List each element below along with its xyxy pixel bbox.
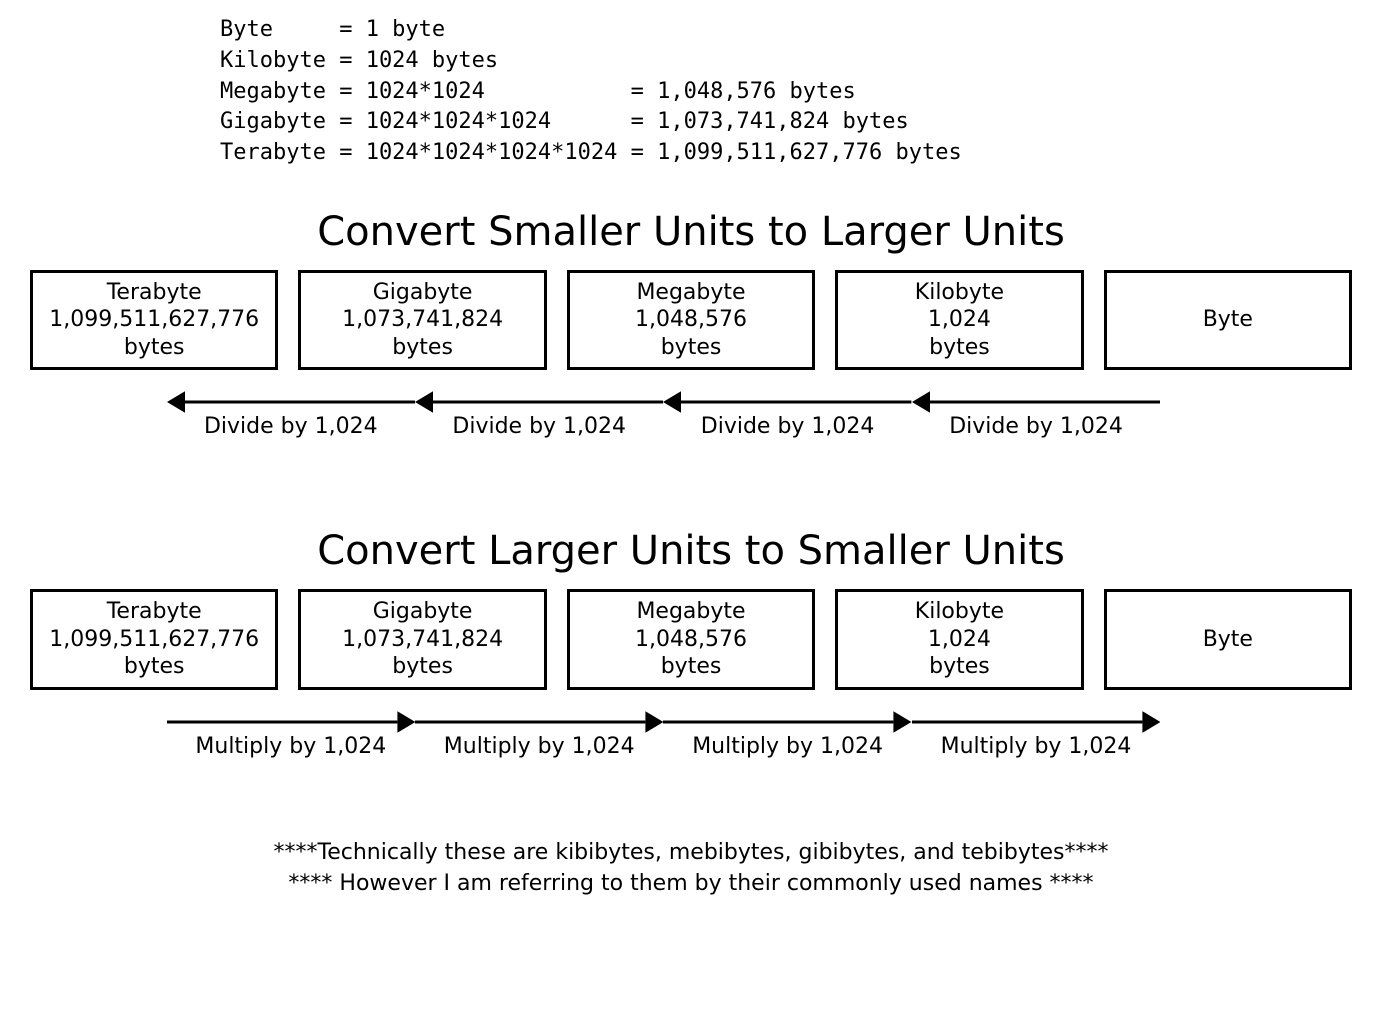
unit-box-byte: Byte — [1104, 589, 1352, 690]
unit-name: Byte — [1111, 306, 1345, 334]
unit-box-byte: Byte — [1104, 270, 1352, 371]
unit-value: 1,073,741,824 — [305, 626, 539, 654]
unit-suffix: bytes — [574, 653, 808, 681]
unit-box-terabyte: Terabyte 1,099,511,627,776 bytes — [30, 270, 278, 371]
unit-name: Terabyte — [37, 598, 271, 626]
section-title-smaller-to-larger: Convert Smaller Units to Larger Units — [20, 209, 1362, 255]
arrow-label: Divide by 1,024 — [663, 414, 911, 439]
unit-suffix: bytes — [37, 334, 271, 362]
footnote-line-2: **** However I am referring to them by t… — [20, 869, 1362, 900]
unit-suffix: bytes — [305, 653, 539, 681]
definitions-table: Byte = 1 byte Kilobyte = 1024 bytes Mega… — [220, 15, 1362, 169]
arrow-label: Divide by 1,024 — [415, 414, 663, 439]
section-title-larger-to-smaller: Convert Larger Units to Smaller Units — [20, 528, 1362, 574]
unit-value: 1,099,511,627,776 — [37, 306, 271, 334]
arrow-label: Divide by 1,024 — [912, 414, 1160, 439]
unit-name: Kilobyte — [842, 279, 1076, 307]
unit-value: 1,024 — [842, 306, 1076, 334]
unit-box-terabyte: Terabyte 1,099,511,627,776 bytes — [30, 589, 278, 690]
arrow-label: Multiply by 1,024 — [912, 734, 1160, 759]
unit-value: 1,048,576 — [574, 626, 808, 654]
arrow-row-multiply: Multiply by 1,024Multiply by 1,024Multip… — [20, 708, 1362, 768]
arrow-label: Multiply by 1,024 — [415, 734, 663, 759]
unit-name: Terabyte — [37, 279, 271, 307]
unit-box-row-2: Terabyte 1,099,511,627,776 bytes Gigabyt… — [20, 589, 1362, 690]
unit-value: 1,024 — [842, 626, 1076, 654]
unit-name: Gigabyte — [305, 598, 539, 626]
unit-box-gigabyte: Gigabyte 1,073,741,824 bytes — [298, 270, 546, 371]
arrow-label: Multiply by 1,024 — [663, 734, 911, 759]
unit-name: Megabyte — [574, 598, 808, 626]
arrow-row-divide: Divide by 1,024Divide by 1,024Divide by … — [20, 388, 1362, 448]
unit-value: 1,048,576 — [574, 306, 808, 334]
unit-value: 1,099,511,627,776 — [37, 626, 271, 654]
unit-name: Byte — [1111, 626, 1345, 654]
unit-box-megabyte: Megabyte 1,048,576 bytes — [567, 270, 815, 371]
unit-value: 1,073,741,824 — [305, 306, 539, 334]
unit-box-kilobyte: Kilobyte 1,024 bytes — [835, 589, 1083, 690]
unit-suffix: bytes — [842, 334, 1076, 362]
unit-box-megabyte: Megabyte 1,048,576 bytes — [567, 589, 815, 690]
unit-suffix: bytes — [305, 334, 539, 362]
footnote: ****Technically these are kibibytes, meb… — [20, 838, 1362, 900]
unit-name: Kilobyte — [842, 598, 1076, 626]
footnote-line-1: ****Technically these are kibibytes, meb… — [20, 838, 1362, 869]
unit-box-kilobyte: Kilobyte 1,024 bytes — [835, 270, 1083, 371]
unit-box-row-1: Terabyte 1,099,511,627,776 bytes Gigabyt… — [20, 270, 1362, 371]
unit-box-gigabyte: Gigabyte 1,073,741,824 bytes — [298, 589, 546, 690]
unit-suffix: bytes — [842, 653, 1076, 681]
unit-suffix: bytes — [574, 334, 808, 362]
arrow-label: Multiply by 1,024 — [167, 734, 415, 759]
unit-name: Megabyte — [574, 279, 808, 307]
arrow-label: Divide by 1,024 — [167, 414, 415, 439]
unit-suffix: bytes — [37, 653, 271, 681]
unit-name: Gigabyte — [305, 279, 539, 307]
